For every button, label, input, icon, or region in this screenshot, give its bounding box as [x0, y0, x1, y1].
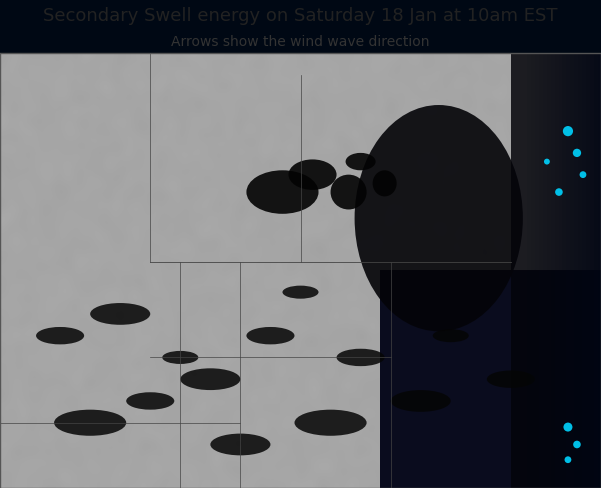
Ellipse shape: [331, 175, 367, 210]
Point: [542, 158, 552, 166]
Point: [572, 441, 582, 448]
Ellipse shape: [162, 351, 198, 364]
Point: [578, 171, 588, 179]
Ellipse shape: [90, 304, 150, 325]
Ellipse shape: [246, 327, 294, 345]
Text: Arrows show the wind wave direction: Arrows show the wind wave direction: [171, 35, 430, 49]
Ellipse shape: [373, 171, 397, 197]
Ellipse shape: [36, 327, 84, 345]
Ellipse shape: [433, 329, 469, 343]
Bar: [511, 54, 601, 488]
Point: [554, 189, 564, 197]
Ellipse shape: [180, 368, 240, 390]
Ellipse shape: [126, 392, 174, 410]
Ellipse shape: [346, 154, 376, 171]
Point: [563, 456, 573, 464]
Ellipse shape: [246, 171, 319, 214]
Ellipse shape: [54, 410, 126, 436]
Ellipse shape: [337, 349, 385, 366]
Ellipse shape: [391, 390, 451, 412]
Text: Secondary Swell energy on Saturday 18 Jan at 10am EST: Secondary Swell energy on Saturday 18 Ja…: [43, 7, 558, 25]
Ellipse shape: [282, 286, 319, 299]
Ellipse shape: [294, 410, 367, 436]
Point: [563, 128, 573, 136]
Ellipse shape: [210, 434, 270, 455]
Ellipse shape: [487, 371, 535, 388]
Point: [563, 423, 573, 431]
Ellipse shape: [288, 160, 337, 190]
Ellipse shape: [355, 106, 523, 332]
Point: [572, 150, 582, 158]
